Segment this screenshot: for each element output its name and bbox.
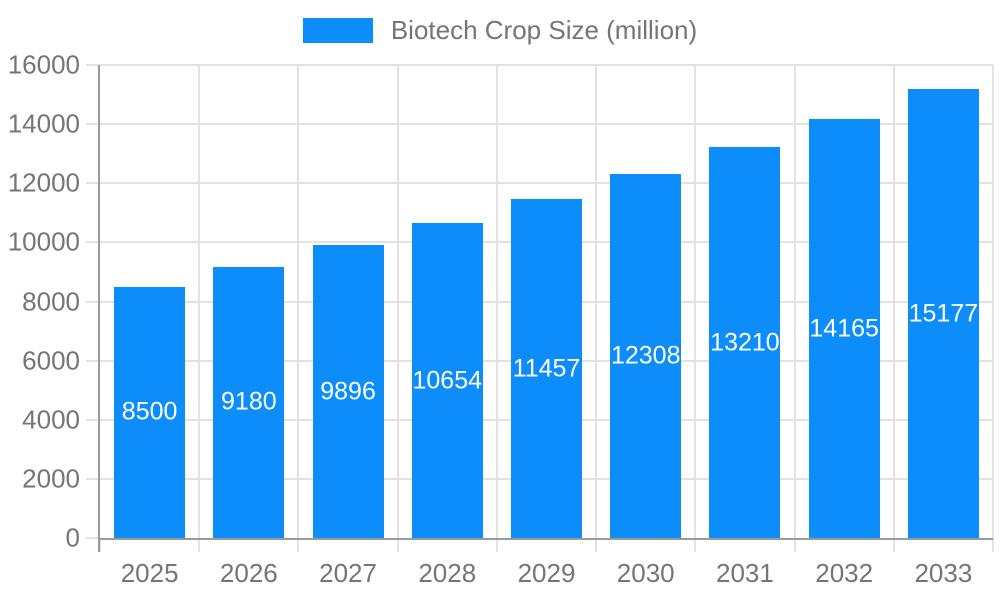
bar bbox=[114, 286, 186, 538]
grid-line-v bbox=[892, 65, 895, 538]
y-tick-label: 0 bbox=[65, 522, 80, 553]
grid-line-h bbox=[100, 123, 993, 126]
y-tick-label: 8000 bbox=[22, 286, 80, 316]
x-tick-mark bbox=[694, 538, 697, 552]
grid-line-h bbox=[100, 182, 993, 185]
y-tick-label: 12000 bbox=[7, 167, 80, 198]
y-tick-mark bbox=[86, 359, 100, 362]
y-tick-mark bbox=[86, 64, 100, 66]
x-axis-line bbox=[98, 538, 993, 540]
x-tick-label: 2031 bbox=[716, 558, 774, 588]
bar bbox=[907, 89, 979, 538]
y-tick-mark bbox=[86, 123, 100, 126]
y-tick-mark bbox=[86, 300, 100, 303]
y-tick-mark bbox=[86, 477, 100, 480]
y-tick-label: 2000 bbox=[22, 463, 80, 494]
bar-value-label: 8500 bbox=[121, 397, 178, 426]
grid-line-v bbox=[495, 65, 498, 538]
x-tick-label: 2033 bbox=[914, 558, 973, 588]
x-tick-label: 2025 bbox=[120, 558, 179, 588]
grid-line-v bbox=[297, 65, 300, 538]
x-tick-label: 2026 bbox=[219, 558, 278, 588]
bar bbox=[312, 245, 384, 538]
grid-line-v bbox=[396, 65, 399, 538]
y-tick-mark bbox=[86, 182, 100, 185]
x-tick-mark bbox=[793, 538, 796, 552]
x-tick-mark bbox=[495, 538, 498, 552]
y-tick-mark bbox=[86, 537, 100, 539]
y-tick-label: 16000 bbox=[7, 49, 80, 80]
y-tick-mark bbox=[86, 418, 100, 421]
bar bbox=[808, 119, 880, 538]
bar-value-label: 12308 bbox=[610, 341, 681, 370]
y-tick-label: 6000 bbox=[22, 345, 80, 376]
x-tick-label: 2028 bbox=[418, 558, 477, 588]
bar-value-label: 10654 bbox=[412, 366, 483, 395]
bar bbox=[411, 223, 483, 538]
grid-line-h bbox=[100, 64, 993, 66]
x-tick-label: 2029 bbox=[517, 558, 576, 588]
bar-value-label: 9180 bbox=[221, 387, 277, 416]
grid-line-v bbox=[595, 65, 598, 538]
bar bbox=[213, 266, 285, 538]
bar-value-label: 11457 bbox=[512, 354, 581, 383]
grid-line-v bbox=[793, 65, 796, 538]
grid-line-v bbox=[992, 65, 994, 538]
x-tick-mark bbox=[992, 538, 994, 552]
x-tick-mark bbox=[198, 538, 201, 552]
bar bbox=[511, 199, 582, 538]
y-tick-label: 10000 bbox=[7, 226, 80, 257]
bar-value-label: 9896 bbox=[320, 377, 376, 406]
bar-value-label: 14165 bbox=[809, 314, 879, 343]
bar-value-label: 15177 bbox=[908, 299, 979, 328]
legend-label: Biotech Crop Size (million) bbox=[390, 15, 698, 45]
legend-swatch bbox=[302, 18, 373, 43]
x-tick-label: 2027 bbox=[319, 558, 377, 588]
bar bbox=[610, 174, 682, 538]
x-tick-mark bbox=[99, 538, 101, 552]
x-tick-mark bbox=[892, 538, 895, 552]
x-tick-label: 2032 bbox=[815, 558, 874, 588]
x-tick-label: 2030 bbox=[616, 558, 675, 588]
y-tick-label: 4000 bbox=[22, 404, 80, 435]
y-tick-mark bbox=[86, 241, 100, 244]
legend: Biotech Crop Size (million) bbox=[0, 15, 1000, 45]
bar-value-label: 13210 bbox=[710, 328, 780, 357]
x-tick-mark bbox=[396, 538, 399, 552]
x-tick-mark bbox=[297, 538, 300, 552]
x-tick-mark bbox=[595, 538, 598, 552]
y-tick-label: 14000 bbox=[7, 108, 80, 139]
y-axis-line bbox=[98, 65, 100, 552]
bar bbox=[709, 147, 781, 538]
grid-line-v bbox=[198, 65, 201, 538]
grid-line-v bbox=[694, 65, 697, 538]
